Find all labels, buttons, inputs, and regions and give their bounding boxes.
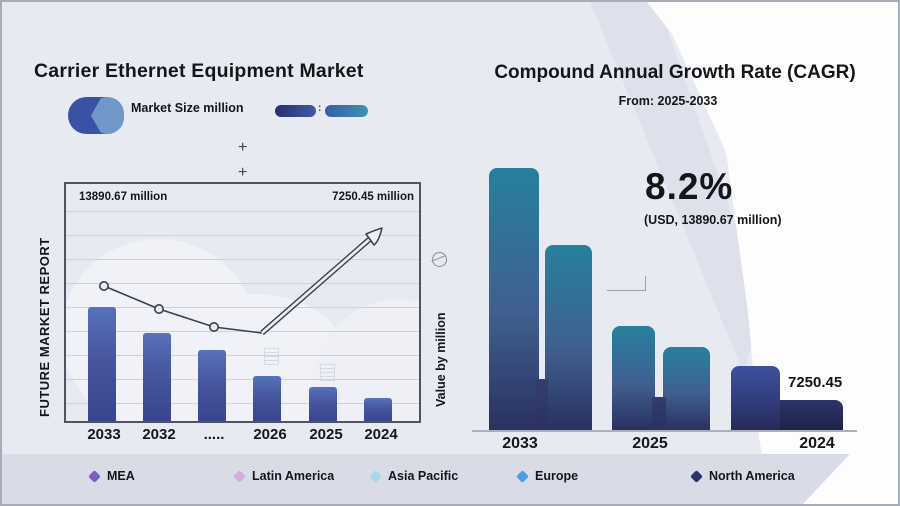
cagr-percent-value: 8.2% xyxy=(645,166,734,207)
bar-2033-a xyxy=(489,168,539,430)
bar-connector xyxy=(536,379,548,430)
diamond-marker-icon xyxy=(369,469,382,483)
gradient-pill-right xyxy=(325,105,368,117)
bar-2025 xyxy=(309,387,337,421)
legend-label: MEA xyxy=(107,469,135,483)
market-size-bar-chart: 13890.67 million 7250.45 million xyxy=(64,182,421,423)
bar-2033 xyxy=(88,307,116,421)
diamond-marker-icon xyxy=(233,469,246,483)
pill-separator: : xyxy=(318,103,322,114)
bar-2033-b xyxy=(545,245,592,430)
bar-connector xyxy=(652,397,666,430)
diamond-marker-icon xyxy=(516,469,529,483)
legend-item-latin-america: Latin America xyxy=(233,469,335,483)
bar-2026 xyxy=(253,376,281,421)
bar-2024 xyxy=(364,398,392,421)
cylinder-cap-shape xyxy=(91,97,124,134)
watermark-list-icon xyxy=(264,348,279,365)
legend-item-asia-pacific: Asia Pacific xyxy=(369,469,459,483)
chart-endpoint-labels: 13890.67 million 7250.45 million xyxy=(79,191,414,203)
x-label: 2024 xyxy=(799,435,835,452)
legend-item-north-america: North America xyxy=(690,469,795,483)
y-axis-label-vertical: Value by million xyxy=(434,312,448,407)
bar-2025-b xyxy=(663,347,710,430)
left-chart-title: Carrier Ethernet Equipment Market xyxy=(34,60,364,82)
trend-line-overlay xyxy=(98,227,383,336)
x-label: 2026 xyxy=(253,426,287,443)
legend-band xyxy=(2,454,850,504)
x-label: 2033 xyxy=(87,426,121,443)
bar-intermediate xyxy=(198,350,226,421)
cagr-subtitle: From: 2025-2033 xyxy=(618,94,718,108)
cagr-title: Compound Annual Growth Rate (CAGR) xyxy=(494,62,856,83)
bar-2025-a xyxy=(612,326,655,430)
cagr-bar-chart xyxy=(472,162,862,432)
bar-2024-b xyxy=(780,400,843,430)
diamond-marker-icon xyxy=(690,469,703,483)
cagr-usd-caption: (USD, 13890.67 million) xyxy=(644,213,782,227)
watermark-list-icon xyxy=(320,364,335,381)
min-value-label: 7250.45 million xyxy=(332,191,414,203)
market-size-legend-label: Market Size million xyxy=(131,101,244,115)
diamond-marker-icon xyxy=(88,469,101,483)
x-label: 2032 xyxy=(142,426,176,443)
brand-watermark-vertical: FUTURE MARKET REPORT xyxy=(37,237,52,417)
x-label: ..... xyxy=(203,426,225,443)
right-chart-x-axis: 2033 2025 2024 xyxy=(472,435,862,455)
bar-2024-a xyxy=(731,366,780,430)
plus-decoration-icon: + xyxy=(238,164,248,181)
x-label: 2024 xyxy=(364,426,398,443)
gradient-pill-left xyxy=(275,105,316,117)
plus-decoration-icon: + xyxy=(238,139,248,156)
x-axis-line xyxy=(472,430,857,432)
x-label: 2033 xyxy=(502,435,538,452)
legend-item-europe: Europe xyxy=(516,469,579,483)
legend-label: North America xyxy=(709,469,795,483)
legend-label: Europe xyxy=(535,469,579,483)
circle-slash-icon xyxy=(432,252,447,267)
legend-label: Latin America xyxy=(252,469,335,483)
bar-2032 xyxy=(143,333,171,421)
database-cylinder-icon xyxy=(68,97,124,134)
x-label: 2025 xyxy=(309,426,343,443)
value-2024-label: 7250.45 xyxy=(788,374,843,391)
legend-item-mea: MEA xyxy=(88,469,135,483)
step-bracket-line xyxy=(607,276,646,291)
x-label: 2025 xyxy=(632,435,668,452)
left-chart-x-axis: 2033 2032 ..... 2026 2025 2024 xyxy=(64,426,421,446)
max-value-label: 13890.67 million xyxy=(79,191,168,203)
legend-label: Asia Pacific xyxy=(388,469,459,483)
